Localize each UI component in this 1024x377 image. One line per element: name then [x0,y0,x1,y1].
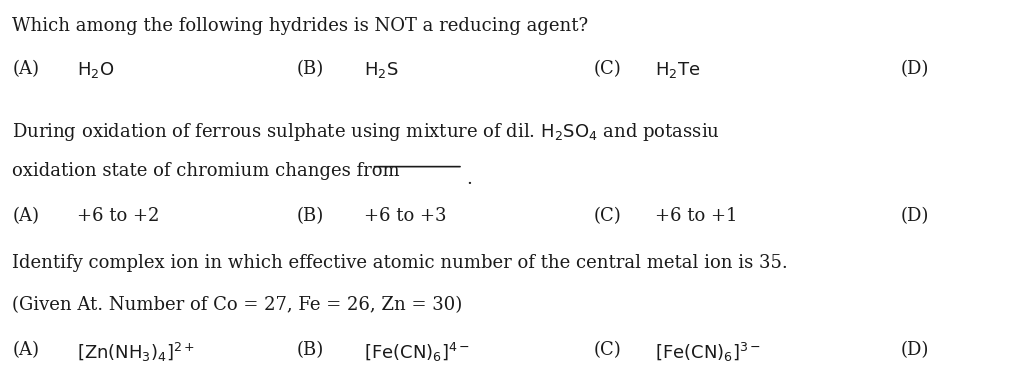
Text: +6 to +2: +6 to +2 [77,207,159,225]
Text: (B): (B) [297,60,325,78]
Text: .: . [466,170,472,188]
Text: Identify complex ion in which effective atomic number of the central metal ion i: Identify complex ion in which effective … [12,254,788,273]
Text: (C): (C) [594,341,622,359]
Text: $\mathrm{H_2S}$: $\mathrm{H_2S}$ [364,60,398,80]
Text: $[\mathrm{Fe(CN)_6}]^{4-}$: $[\mathrm{Fe(CN)_6}]^{4-}$ [364,341,470,364]
Text: Which among the following hydrides is NOT a reducing agent?: Which among the following hydrides is NO… [12,17,589,35]
Text: (D): (D) [901,207,930,225]
Text: (A): (A) [12,341,39,359]
Text: (B): (B) [297,207,325,225]
Text: $\mathrm{H_2O}$: $\mathrm{H_2O}$ [77,60,114,80]
Text: (C): (C) [594,207,622,225]
Text: During oxidation of ferrous sulphate using mixture of dil. $\mathrm{H_2SO_4}$ an: During oxidation of ferrous sulphate usi… [12,121,720,143]
Text: (B): (B) [297,341,325,359]
Text: $\mathrm{H_2Te}$: $\mathrm{H_2Te}$ [655,60,700,80]
Text: (D): (D) [901,60,930,78]
Text: +6 to +3: +6 to +3 [364,207,446,225]
Text: (D): (D) [901,341,930,359]
Text: (Given At. Number of Co = 27, Fe = 26, Zn = 30): (Given At. Number of Co = 27, Fe = 26, Z… [12,296,463,314]
Text: $[\mathrm{Fe(CN)_6}]^{3-}$: $[\mathrm{Fe(CN)_6}]^{3-}$ [655,341,762,364]
Text: (A): (A) [12,207,39,225]
Text: (C): (C) [594,60,622,78]
Text: $[\mathrm{Zn(NH_3)_4}]^{2+}$: $[\mathrm{Zn(NH_3)_4}]^{2+}$ [77,341,195,364]
Text: +6 to +1: +6 to +1 [655,207,738,225]
Text: (A): (A) [12,60,39,78]
Text: oxidation state of chromium changes from: oxidation state of chromium changes from [12,162,400,180]
